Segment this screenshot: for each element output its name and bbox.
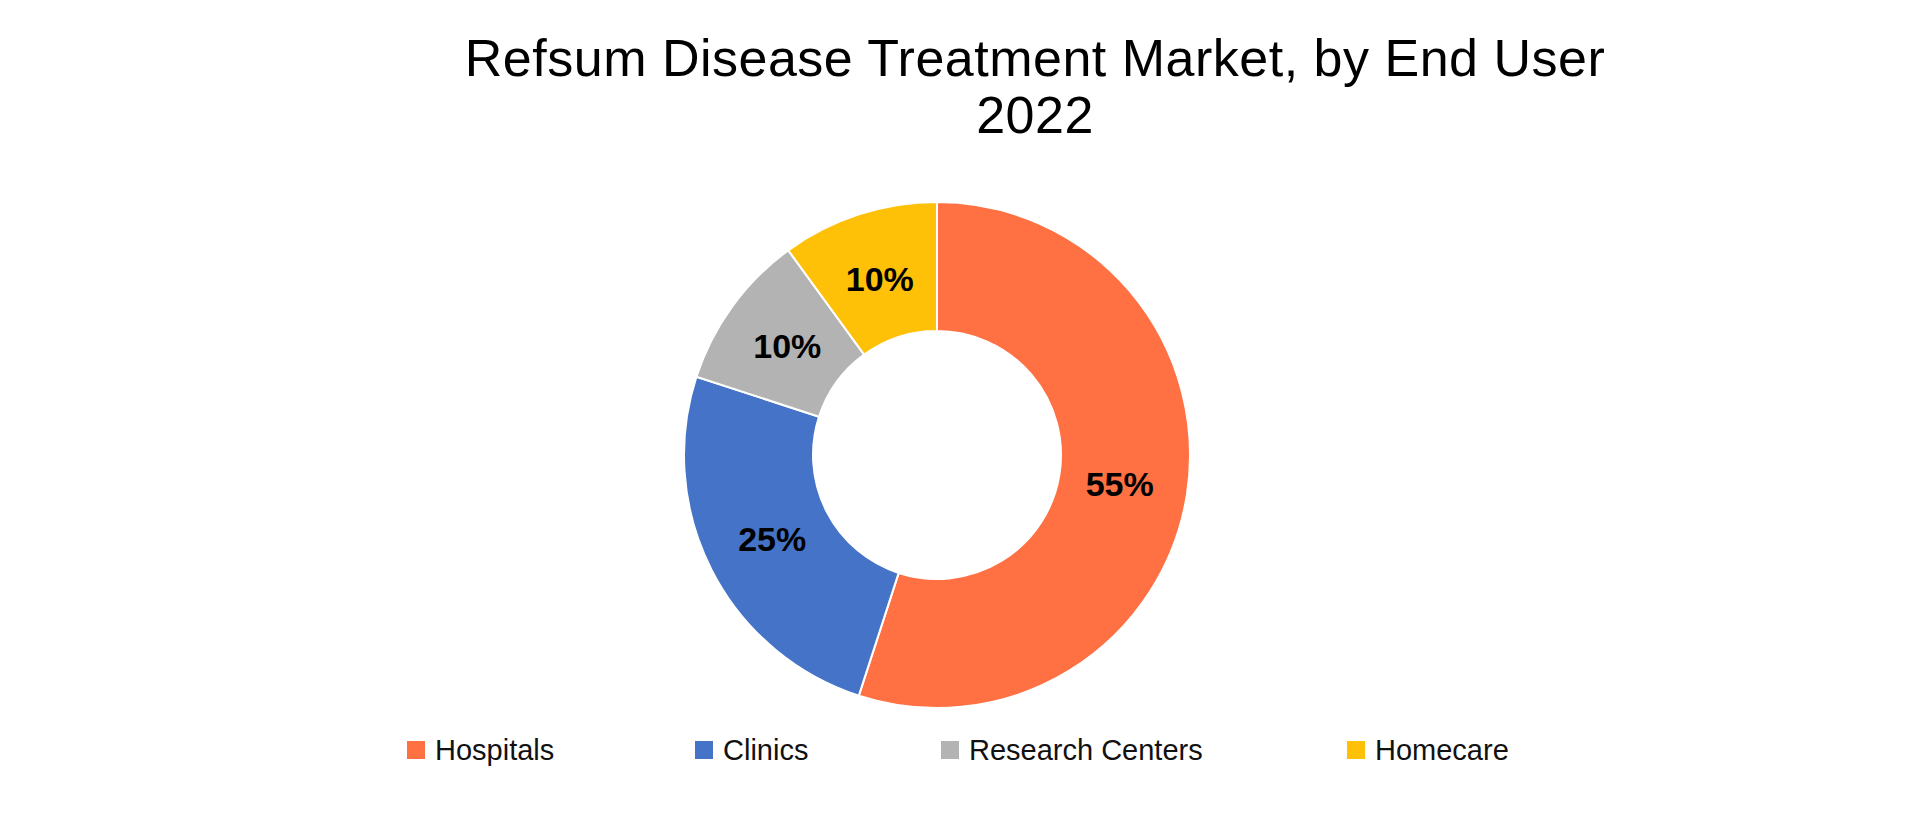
legend-item-clinics: Clinics	[695, 735, 808, 765]
chart-canvas: Refsum Disease Treatment Market, by End …	[0, 0, 1920, 818]
legend-item-research-centers: Research Centers	[941, 735, 1203, 765]
legend-label-hospitals: Hospitals	[435, 735, 554, 765]
chart-title-line1: Refsum Disease Treatment Market, by End …	[435, 30, 1635, 87]
legend-swatch-hospitals	[407, 741, 425, 759]
legend-swatch-research-centers	[941, 741, 959, 759]
segment-label-clinics: 25%	[738, 520, 806, 558]
legend-item-homecare: Homecare	[1347, 735, 1509, 765]
legend-label-research-centers: Research Centers	[969, 735, 1203, 765]
legend: Hospitals Clinics Research Centers Homec…	[0, 735, 1920, 775]
segment-label-homecare: 10%	[846, 260, 914, 298]
segment-label-hospitals: 55%	[1086, 465, 1154, 503]
legend-swatch-clinics	[695, 741, 713, 759]
chart-title-line2: 2022	[435, 87, 1635, 144]
donut-chart: 55% 25% 10% 10%	[657, 175, 1217, 735]
legend-label-clinics: Clinics	[723, 735, 808, 765]
chart-title: Refsum Disease Treatment Market, by End …	[435, 30, 1635, 144]
legend-swatch-homecare	[1347, 741, 1365, 759]
legend-item-hospitals: Hospitals	[407, 735, 554, 765]
segment-label-research-centers: 10%	[753, 327, 821, 365]
legend-label-homecare: Homecare	[1375, 735, 1509, 765]
